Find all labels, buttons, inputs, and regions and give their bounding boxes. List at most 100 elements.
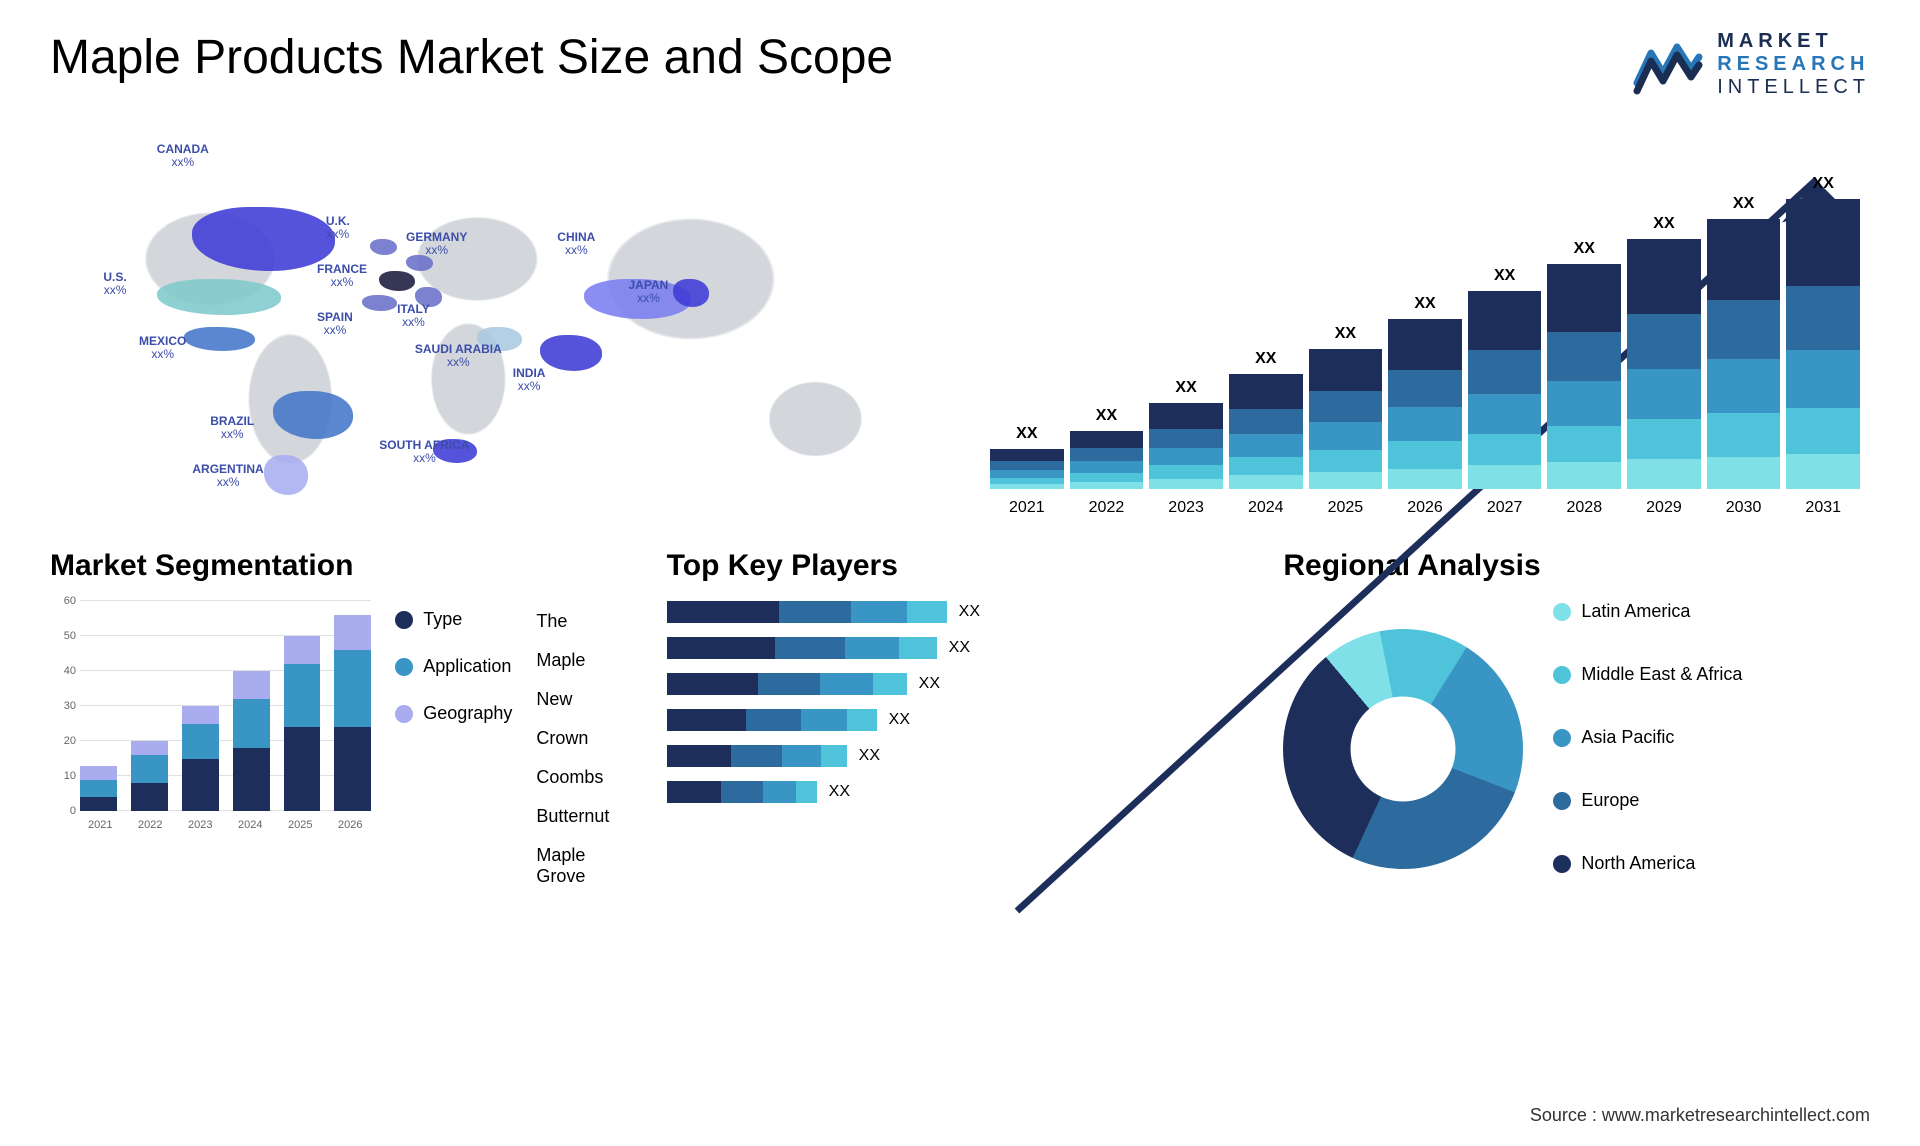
growth-bar-value: XX bbox=[1653, 215, 1674, 233]
seg-y-tick: 10 bbox=[50, 770, 76, 782]
growth-bar-seg bbox=[1070, 473, 1144, 482]
seg-legend-item: Type bbox=[395, 609, 512, 630]
growth-bar-2028: XX2028 bbox=[1547, 240, 1621, 489]
growth-bar-seg bbox=[1786, 408, 1860, 454]
kp-bar-seg bbox=[721, 781, 763, 803]
growth-bar-value: XX bbox=[1733, 195, 1754, 213]
seg-bar-segment bbox=[80, 797, 117, 811]
growth-bar-seg bbox=[990, 449, 1064, 461]
seg-bar-segment bbox=[284, 636, 321, 664]
growth-bar-value: XX bbox=[1175, 379, 1196, 397]
seg-side-label: New bbox=[536, 689, 636, 710]
kp-bar-seg bbox=[820, 673, 873, 695]
seg-bar-segment bbox=[182, 759, 219, 812]
segmentation-title: Market Segmentation bbox=[50, 549, 637, 583]
key-players-panel: Top Key Players XXXXXXXXXXXX bbox=[667, 549, 1254, 896]
brand-logo: MARKET RESEARCH INTELLECT bbox=[1633, 30, 1870, 99]
growth-bar-value: XX bbox=[1016, 425, 1037, 443]
seg-x-tick: 2022 bbox=[138, 819, 162, 831]
swatch-icon bbox=[1553, 792, 1571, 810]
growth-bar-value: XX bbox=[1096, 407, 1117, 425]
seg-bar-segment bbox=[131, 755, 168, 783]
seg-y-tick: 40 bbox=[50, 665, 76, 677]
kp-bar-row: XX bbox=[667, 673, 1254, 695]
seg-legend-label: Type bbox=[423, 609, 462, 630]
growth-bar-seg bbox=[1468, 394, 1542, 434]
regional-title: Regional Analysis bbox=[1283, 549, 1870, 583]
key-players-chart: XXXXXXXXXXXX bbox=[667, 601, 1254, 803]
regional-legend: Latin AmericaMiddle East & AfricaAsia Pa… bbox=[1553, 601, 1742, 896]
seg-x-tick: 2026 bbox=[338, 819, 362, 831]
country-label-canada: CANADAxx% bbox=[157, 143, 209, 169]
growth-bar-value: XX bbox=[1813, 175, 1834, 193]
growth-bar-seg bbox=[1468, 465, 1542, 489]
kp-bar-row: XX bbox=[667, 637, 1254, 659]
growth-bar-value: XX bbox=[1414, 295, 1435, 313]
growth-bar-seg bbox=[1149, 479, 1223, 489]
regional-legend-item: Europe bbox=[1553, 790, 1742, 811]
kp-bar-seg bbox=[667, 745, 732, 767]
map-background bbox=[50, 119, 940, 519]
donut-hole bbox=[1351, 696, 1456, 801]
seg-legend-label: Geography bbox=[423, 703, 512, 724]
country-label-china: CHINAxx% bbox=[557, 231, 595, 257]
growth-bar-seg bbox=[1149, 448, 1223, 465]
growth-bar-seg bbox=[1468, 434, 1542, 466]
growth-x-label: 2027 bbox=[1487, 499, 1523, 517]
brand-line-3: INTELLECT bbox=[1717, 76, 1870, 99]
kp-bar-seg bbox=[758, 673, 820, 695]
kp-bar-seg bbox=[851, 601, 907, 623]
growth-bar-2021: XX2021 bbox=[990, 425, 1064, 489]
seg-bar-2025 bbox=[284, 636, 321, 811]
growth-bar-2024: XX2024 bbox=[1229, 350, 1303, 489]
kp-bar-row: XX bbox=[667, 601, 1254, 623]
brand-line-1: MARKET bbox=[1717, 30, 1870, 53]
seg-x-tick: 2021 bbox=[88, 819, 112, 831]
growth-bar-seg bbox=[1070, 448, 1144, 461]
growth-bar-value: XX bbox=[1335, 325, 1356, 343]
country-label-japan: JAPANxx% bbox=[629, 279, 669, 305]
growth-x-label: 2028 bbox=[1567, 499, 1603, 517]
segmentation-legend: TypeApplicationGeography bbox=[395, 601, 512, 887]
growth-bar-seg bbox=[1547, 462, 1621, 489]
growth-x-label: 2030 bbox=[1726, 499, 1762, 517]
regional-legend-item: Latin America bbox=[1553, 601, 1742, 622]
growth-bar-seg bbox=[1707, 457, 1781, 489]
kp-bar-row: XX bbox=[667, 745, 1254, 767]
kp-bar bbox=[667, 601, 947, 623]
kp-bar-seg bbox=[907, 601, 946, 623]
kp-bar-seg bbox=[845, 637, 899, 659]
kp-bar bbox=[667, 781, 817, 803]
growth-bar-2025: XX2025 bbox=[1309, 325, 1383, 489]
growth-bar-seg bbox=[1547, 264, 1621, 332]
kp-bar-row: XX bbox=[667, 781, 1254, 803]
growth-bar-seg bbox=[1149, 429, 1223, 448]
country-label-italy: ITALYxx% bbox=[397, 303, 430, 329]
seg-bar-segment bbox=[334, 615, 371, 650]
seg-bar-segment bbox=[80, 766, 117, 780]
seg-bar-segment bbox=[131, 741, 168, 755]
seg-y-tick: 20 bbox=[50, 735, 76, 747]
growth-bar-seg bbox=[1627, 314, 1701, 369]
kp-bar-value: XX bbox=[959, 603, 980, 621]
growth-bar-value: XX bbox=[1494, 267, 1515, 285]
key-players-title: Top Key Players bbox=[667, 549, 1254, 583]
seg-side-label: The bbox=[536, 611, 636, 632]
growth-x-label: 2023 bbox=[1168, 499, 1204, 517]
growth-bar-seg bbox=[1229, 434, 1303, 457]
swatch-icon bbox=[395, 705, 413, 723]
seg-x-tick: 2023 bbox=[188, 819, 212, 831]
kp-bar-seg bbox=[847, 709, 876, 731]
swatch-icon bbox=[395, 611, 413, 629]
growth-bar-seg bbox=[1388, 370, 1462, 407]
growth-x-label: 2024 bbox=[1248, 499, 1284, 517]
country-label-southafrica: SOUTH AFRICAxx% bbox=[379, 439, 469, 465]
seg-bar-segment bbox=[334, 727, 371, 811]
kp-bar-seg bbox=[667, 601, 779, 623]
kp-bar-seg bbox=[775, 637, 845, 659]
segmentation-side-labels: TheMapleNewCrownCoombsButternutMaple Gro… bbox=[536, 601, 636, 887]
growth-bar-seg bbox=[1707, 219, 1781, 300]
kp-bar-seg bbox=[731, 745, 781, 767]
kp-bar-seg bbox=[899, 637, 937, 659]
kp-bar-value: XX bbox=[859, 747, 880, 765]
